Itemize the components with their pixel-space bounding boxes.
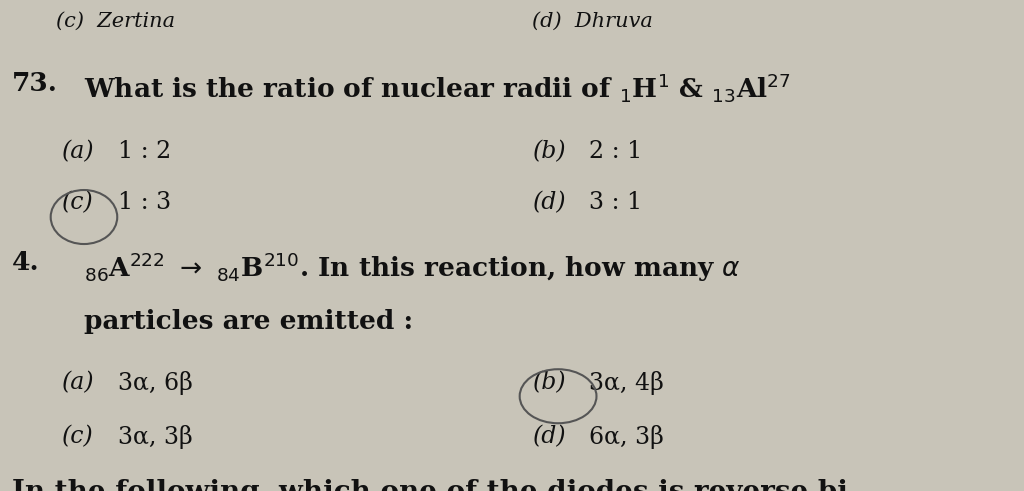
Text: (a): (a) — [61, 140, 94, 163]
Text: $_{86}$A$^{222}$ $\rightarrow$ $_{84}$B$^{210}$. In this reaction, how many $\al: $_{86}$A$^{222}$ $\rightarrow$ $_{84}$B$… — [84, 250, 741, 284]
Text: 3α, 4β: 3α, 4β — [589, 371, 664, 395]
Text: (d)  Dhruva: (d) Dhruva — [532, 12, 653, 31]
Text: 73.: 73. — [12, 71, 58, 96]
Text: (a): (a) — [61, 371, 94, 394]
Text: 1 : 3: 1 : 3 — [118, 191, 171, 215]
Text: (d): (d) — [532, 425, 566, 448]
Text: 3 : 1: 3 : 1 — [589, 191, 642, 215]
Text: (c)  Zertina: (c) Zertina — [56, 12, 175, 31]
Text: (c): (c) — [61, 191, 93, 215]
Text: particles are emitted :: particles are emitted : — [84, 309, 413, 334]
Text: What is the ratio of nuclear radii of $_1$H$^1$ & $_{13}$Al$^{27}$: What is the ratio of nuclear radii of $_… — [84, 71, 791, 104]
Text: (b): (b) — [532, 140, 566, 163]
Text: 2 : 1: 2 : 1 — [589, 140, 642, 163]
Text: 1 : 2: 1 : 2 — [118, 140, 171, 163]
Text: In the following, which one of the diodes is reverse bi: In the following, which one of the diode… — [12, 479, 848, 491]
Text: 4.: 4. — [12, 250, 40, 275]
Text: (b): (b) — [532, 371, 566, 394]
Text: 3α, 6β: 3α, 6β — [118, 371, 193, 395]
Text: (d): (d) — [532, 191, 566, 215]
Text: 6α, 3β: 6α, 3β — [589, 425, 664, 449]
Text: 3α, 3β: 3α, 3β — [118, 425, 193, 449]
Text: (c): (c) — [61, 425, 93, 448]
